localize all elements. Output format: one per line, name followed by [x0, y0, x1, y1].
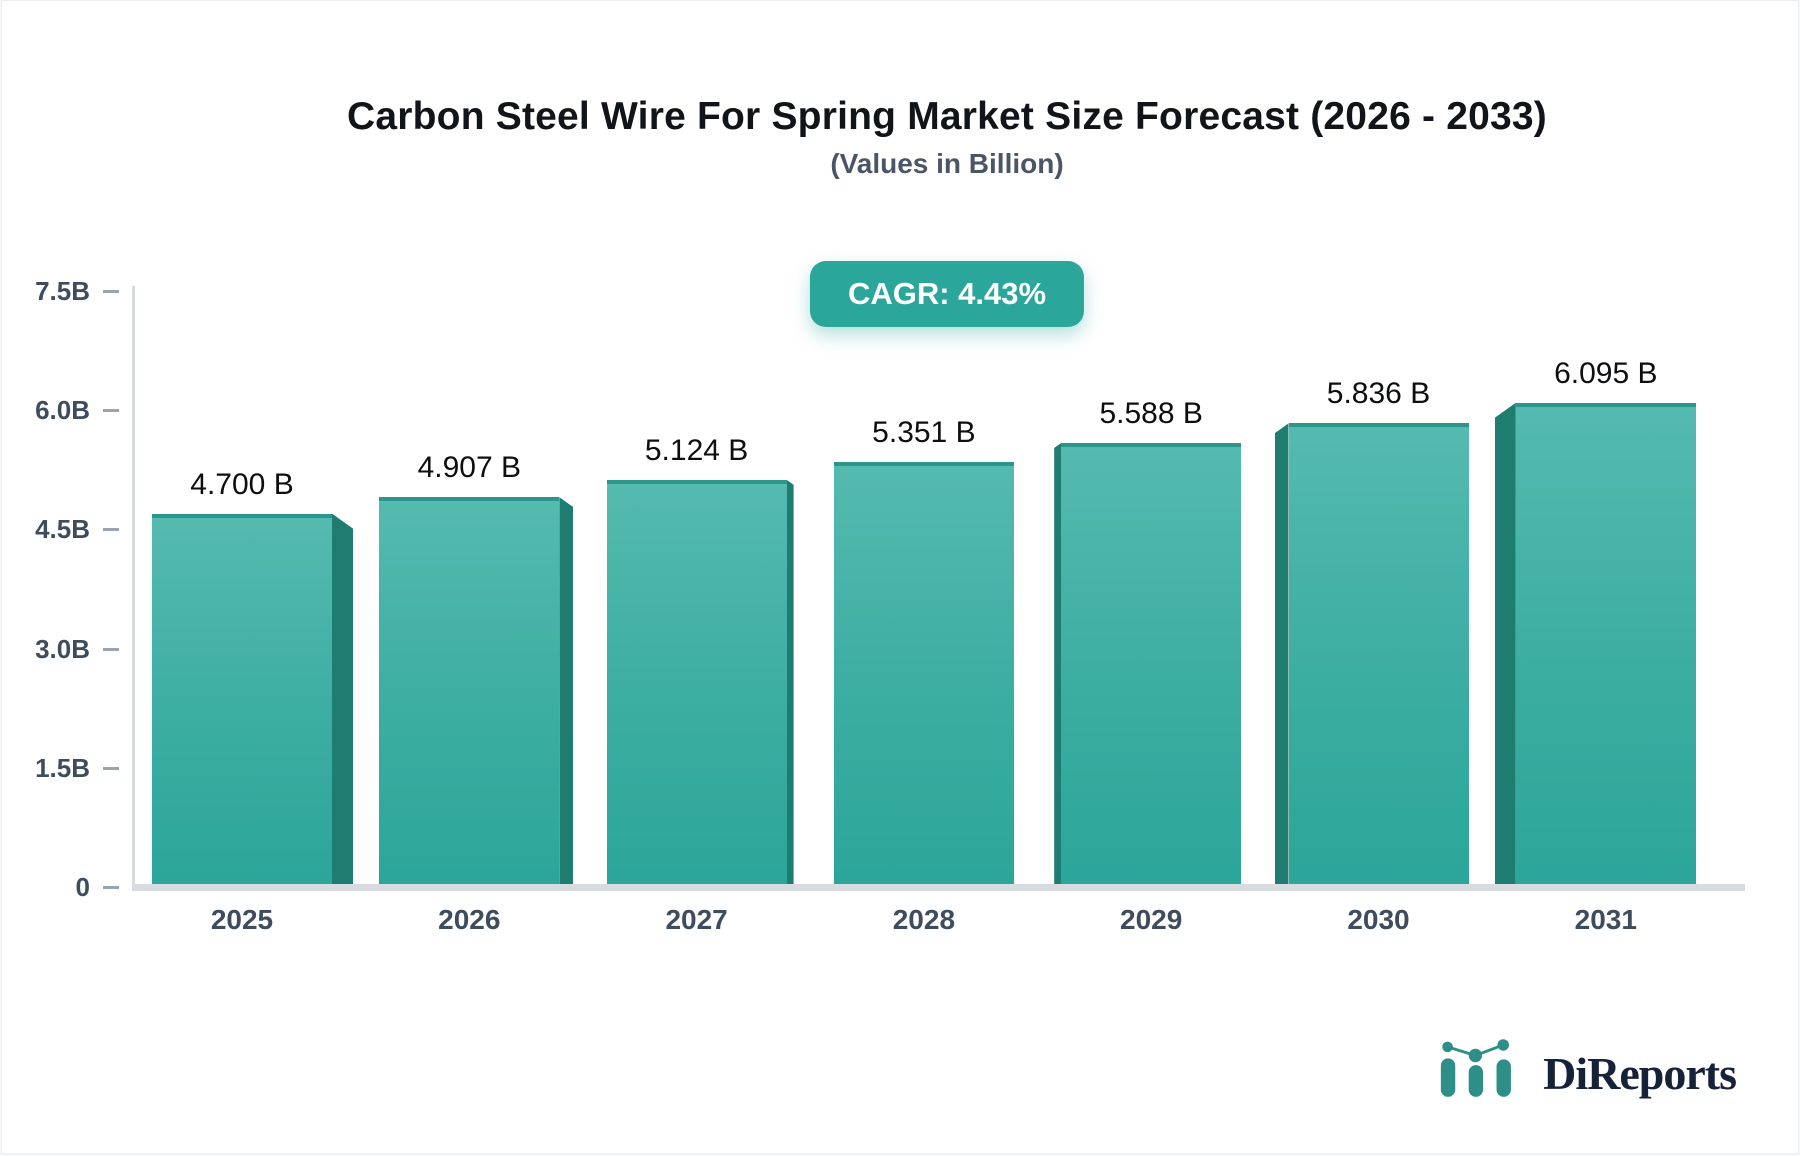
y-tick-mark — [103, 290, 119, 294]
bar-side-face-2030 — [1274, 423, 1289, 884]
y-tick-label: 3.0B — [35, 633, 90, 664]
x-axis-label-2027: 2027 — [665, 904, 728, 935]
bar-2028 — [833, 461, 1014, 884]
x-axis-label-2029: 2029 — [1120, 904, 1183, 935]
bar-value-label-2029: 5.588 B — [1099, 397, 1203, 431]
bar-2031 — [1515, 402, 1696, 884]
y-tick-mark — [103, 886, 119, 889]
bar-2029 — [1061, 443, 1242, 884]
y-tick-mark — [103, 528, 119, 532]
page-title: Carbon Steel Wire For Spring Market Size… — [347, 95, 1547, 138]
y-tick-mark — [103, 766, 119, 770]
y-tick-label: 7.5B — [35, 276, 90, 307]
x-axis-baseline — [132, 884, 1745, 891]
chart-subtitle: (Values in Billion) — [830, 148, 1064, 179]
x-axis-label-2030: 2030 — [1347, 904, 1410, 935]
bar-side-face-2025 — [332, 513, 353, 884]
y-tick-mark — [103, 647, 119, 651]
bar-value-label-2026: 4.907 B — [417, 451, 521, 485]
bar-side-face-2027 — [786, 479, 794, 884]
bar-side-face-2026 — [559, 497, 574, 884]
y-tick-label: 0 — [75, 872, 90, 902]
bar-value-label-2025: 4.700 B — [190, 467, 294, 501]
cagr-badge: CAGR: 4.43% — [809, 261, 1085, 327]
bar-side-face-2029 — [1054, 443, 1062, 884]
bar-value-label-2030: 5.836 B — [1326, 377, 1431, 411]
x-axis-label-2028: 2028 — [892, 904, 956, 935]
direports-logo: DiReports — [1437, 1039, 1737, 1099]
bar-value-label-2028: 5.351 B — [872, 415, 976, 449]
logo-text: DiReports — [1543, 1048, 1737, 1099]
y-tick-label: 1.5B — [35, 752, 90, 783]
bar-value-label-2027: 5.124 B — [644, 433, 749, 467]
y-tick-label: 6.0B — [35, 395, 90, 426]
bar-value-label-2031: 6.095 B — [1554, 356, 1658, 390]
bar-2027 — [606, 479, 787, 884]
bar-chart-logo-icon — [1440, 1039, 1512, 1097]
y-tick-label: 4.5B — [35, 514, 90, 545]
x-axis-label-2025: 2025 — [210, 904, 274, 935]
y-axis-line — [132, 286, 135, 887]
x-axis-label-2026: 2026 — [438, 904, 501, 935]
y-tick-mark — [103, 409, 119, 413]
bar-2030 — [1288, 423, 1469, 884]
bar-2026 — [379, 497, 560, 884]
bar-2025 — [152, 513, 332, 884]
bar-side-face-2031 — [1494, 402, 1516, 884]
x-axis-label-2031: 2031 — [1574, 904, 1637, 935]
